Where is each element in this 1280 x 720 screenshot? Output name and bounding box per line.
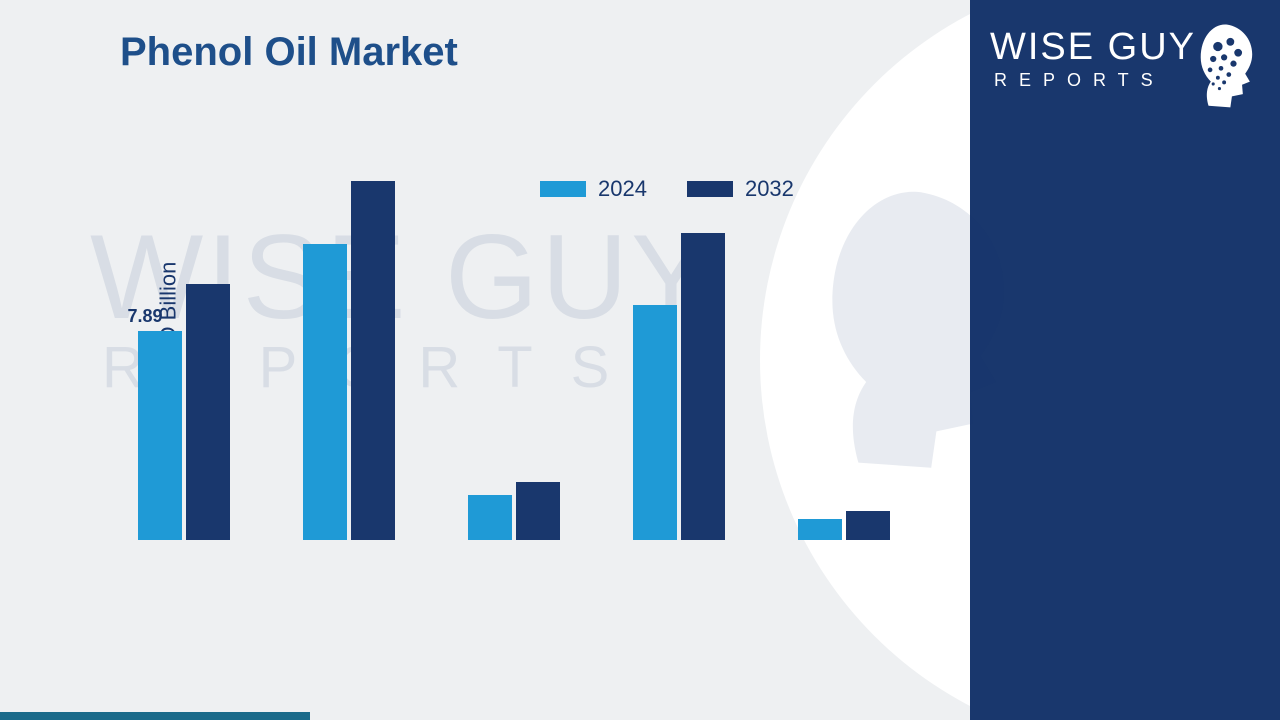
plot-area: 7.89NORTHAMERICAEUROPESOUTHAMERICAASIAPA… (120, 170, 920, 540)
bar-chart: Market Size in USD Billion 7.89NORTHAMER… (100, 170, 920, 610)
bar-value-label: 7.89 (110, 306, 180, 327)
bar-2032 (186, 284, 230, 540)
bar-2024 (633, 305, 677, 540)
chart-title: Phenol Oil Market (120, 30, 458, 75)
bottom-accent-strip (0, 712, 310, 720)
bar-2024 (468, 495, 512, 540)
bar-2032 (846, 511, 890, 540)
head-silhouette-icon (1182, 22, 1260, 110)
bar-2032 (351, 181, 395, 540)
brand-logo: WISE GUY REPORTS (990, 28, 1250, 91)
bar-2032 (516, 482, 560, 540)
bar-2024 (138, 331, 182, 540)
bar-2024 (798, 519, 842, 540)
bar-2032 (681, 233, 725, 540)
bar-2024 (303, 244, 347, 540)
